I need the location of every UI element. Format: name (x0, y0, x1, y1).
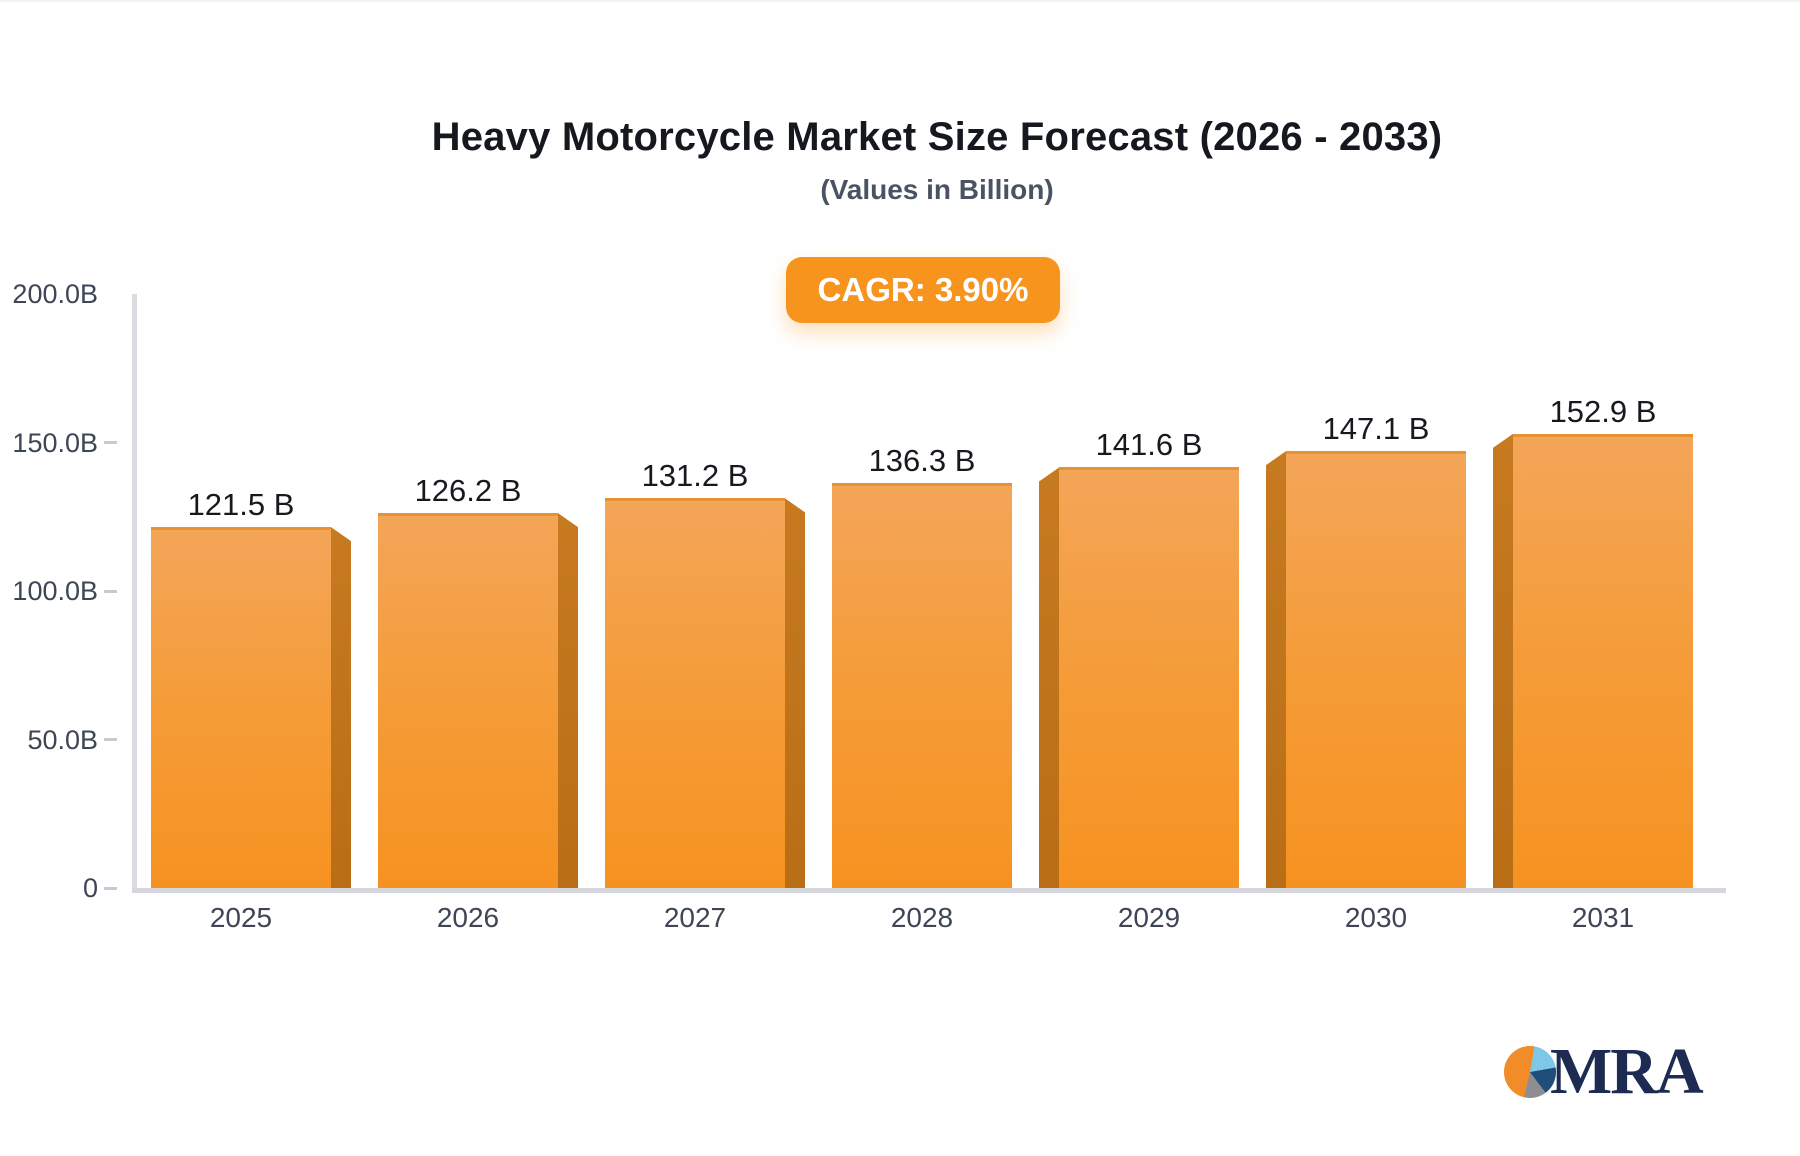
bar-value-label: 152.9 B (1549, 393, 1657, 429)
bar-side-face (558, 513, 578, 888)
x-axis-label: 2030 (1344, 902, 1408, 933)
bar-value-label: 121.5 B (187, 487, 295, 523)
bar-value-label: 141.6 B (1095, 427, 1203, 463)
y-axis-tick (104, 441, 117, 444)
bar-value-label: 147.1 B (1322, 411, 1430, 447)
bar-2028 (832, 483, 1012, 888)
y-axis-label: 150.0B (12, 427, 98, 458)
bar-side-face (331, 527, 351, 888)
x-axis-line (132, 888, 1726, 893)
x-axis-label: 2025 (209, 902, 273, 933)
x-axis-label: 2031 (1571, 902, 1635, 933)
chart-title: Heavy Motorcycle Market Size Forecast (2… (431, 115, 1443, 159)
bar-value-label: 136.3 B (868, 443, 976, 479)
bar-2031 (1513, 433, 1693, 888)
x-axis-label: 2028 (890, 902, 954, 933)
bar-side-face (1493, 433, 1513, 888)
bar-side-face (1266, 451, 1286, 888)
x-axis-label: 2029 (1117, 902, 1181, 933)
bar-2027 (605, 498, 785, 888)
bar-value-label: 131.2 B (641, 458, 749, 494)
bar-value-label: 126.2 B (414, 473, 522, 509)
y-axis-label: 50.0B (27, 724, 98, 755)
bar-2029 (1059, 467, 1239, 888)
bar-side-face (1039, 467, 1059, 888)
chart-header: Heavy Motorcycle Market Size Forecast (2… (37, 2, 1800, 206)
y-axis-line (132, 294, 137, 892)
y-axis-tick (104, 589, 117, 593)
x-axis-label: 2027 (663, 902, 727, 933)
y-axis-label: 100.0B (12, 576, 98, 606)
bar-2030 (1286, 451, 1466, 888)
bar-side-face (785, 498, 805, 888)
chart-subtitle: (Values in Billion) (820, 174, 1054, 205)
x-axis-label: 2026 (436, 902, 500, 933)
pie-chart-icon (1504, 1046, 1556, 1098)
y-axis-tick (104, 738, 117, 741)
logo-text: MRA (1550, 1035, 1704, 1108)
cagr-badge: CAGR: 3.90% (786, 257, 1060, 323)
y-axis-label: 200.0B (12, 279, 98, 309)
bar-2026 (378, 513, 558, 888)
y-axis-tick (104, 886, 117, 890)
y-axis-label: 0 (82, 873, 98, 903)
bar-2025 (151, 527, 331, 888)
